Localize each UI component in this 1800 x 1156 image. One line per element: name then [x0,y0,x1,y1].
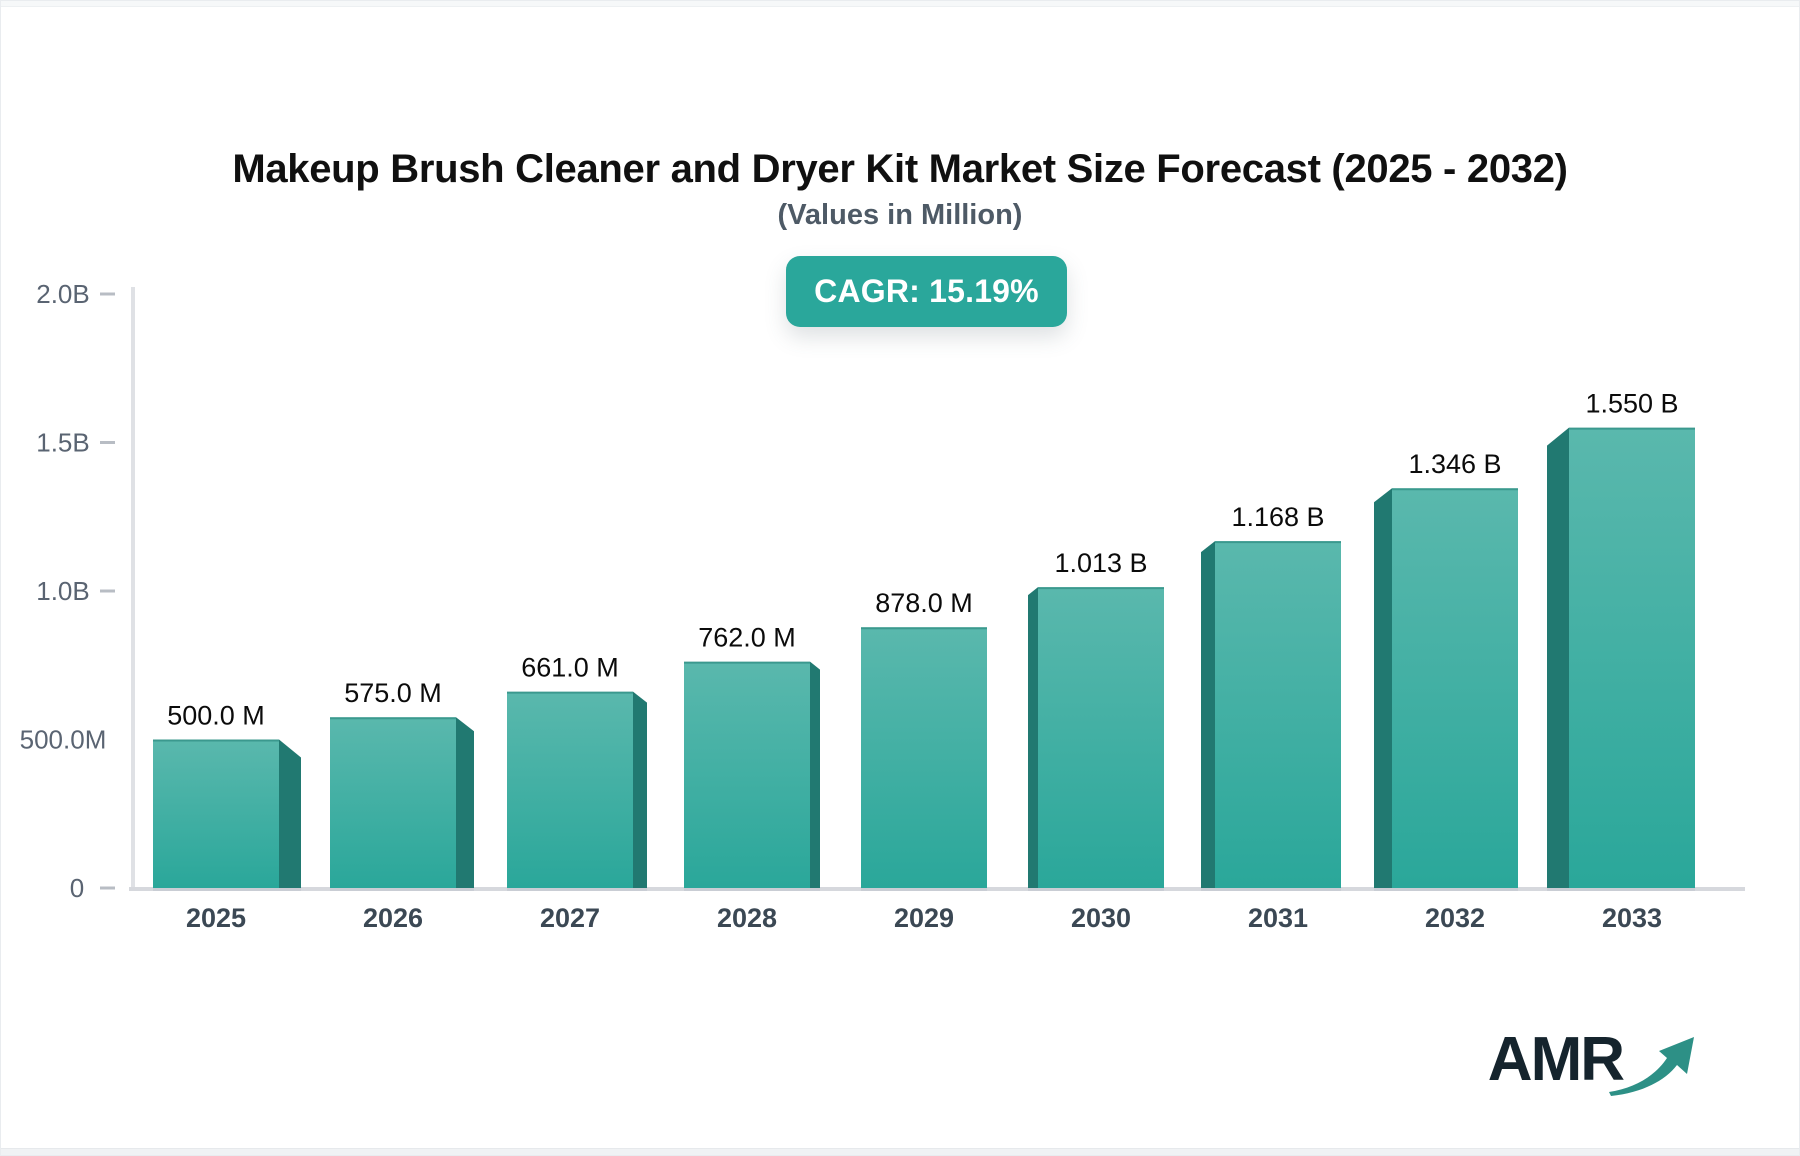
bar-value-label: 762.0 M [698,623,796,653]
growth-arrow-path [1609,1037,1694,1096]
bar-2033 [1569,427,1695,888]
bar-value-label: 575.0 M [344,678,442,708]
bar-value-label: 1.550 B [1585,389,1678,419]
y-axis-tick-dash [100,441,115,444]
bar-value-label: 1.013 B [1054,548,1147,578]
bar-2029 [861,627,987,888]
bar-shadow [330,887,474,891]
bar-side-face-2030 [1028,587,1038,888]
cagr-badge: CAGR: 15.19% [786,256,1067,327]
x-axis-label: 2025 [186,903,246,933]
y-axis-tick-label: 500.0M [20,725,107,755]
x-axis-label: 2027 [540,903,600,933]
bar-value-label: 500.0 M [167,701,265,731]
growth-arrow-icon [1609,1037,1694,1096]
y-axis-tick-dash [100,589,115,593]
y-axis-tick-label: 1.0B [36,576,90,606]
bar-value-label: 661.0 M [521,653,619,683]
bar-side-face-2026 [456,717,474,888]
bar-2030 [1038,587,1164,888]
bar-2028 [684,661,810,888]
y-axis-line [131,287,135,888]
x-axis-label: 2029 [894,903,954,933]
chart-subtitle: (Values in Million) [777,199,1023,231]
y-axis-tick-label: 0 [70,873,84,903]
bar-2031 [1215,541,1341,888]
y-axis-tick-label: 2.0B [36,279,90,309]
bar-2032 [1392,488,1518,888]
bar-side-face-2027 [633,691,647,888]
y-axis-tick-dash [100,886,115,890]
bar-shadow [153,887,301,891]
x-axis-label: 2032 [1425,903,1485,933]
bar-side-face-2032 [1374,488,1392,888]
bar-2027 [507,691,633,888]
bar-shadow [1028,887,1164,891]
y-axis-tick-label: 1.5B [36,428,90,458]
bar-2026 [330,717,456,888]
bar-shadow [507,887,647,891]
chart-title: Makeup Brush Cleaner and Dryer Kit Marke… [232,146,1568,191]
bar-side-face-2025 [279,739,301,888]
bar-shadow [1374,887,1518,891]
bar-value-label: 1.168 B [1231,502,1324,532]
amr-logo: AMR [1488,1029,1699,1099]
x-axis-label: 2031 [1248,903,1308,933]
y-axis-tick-dash [100,292,115,296]
amr-logo-text: AMR [1487,1025,1625,1094]
bar-shadow [1201,887,1341,891]
page-bottom-edge [1,1148,1799,1155]
page-top-edge [1,1,1799,7]
bar-side-face-2031 [1201,541,1215,888]
x-axis-label: 2026 [363,903,423,933]
x-axis-label: 2033 [1602,903,1662,933]
bar-side-face-2028 [810,661,820,888]
bar-shadow [684,887,820,891]
bar-shadow [1547,887,1695,891]
bar-value-label: 1.346 B [1408,449,1501,479]
bar-2025 [153,739,279,888]
x-axis-label: 2030 [1071,903,1131,933]
x-axis-label: 2028 [717,903,777,933]
bar-shadow [861,887,987,891]
bar-value-label: 878.0 M [875,588,973,618]
cagr-badge-label: CAGR: 15.19% [814,273,1039,309]
bar-side-face-2033 [1547,427,1569,888]
